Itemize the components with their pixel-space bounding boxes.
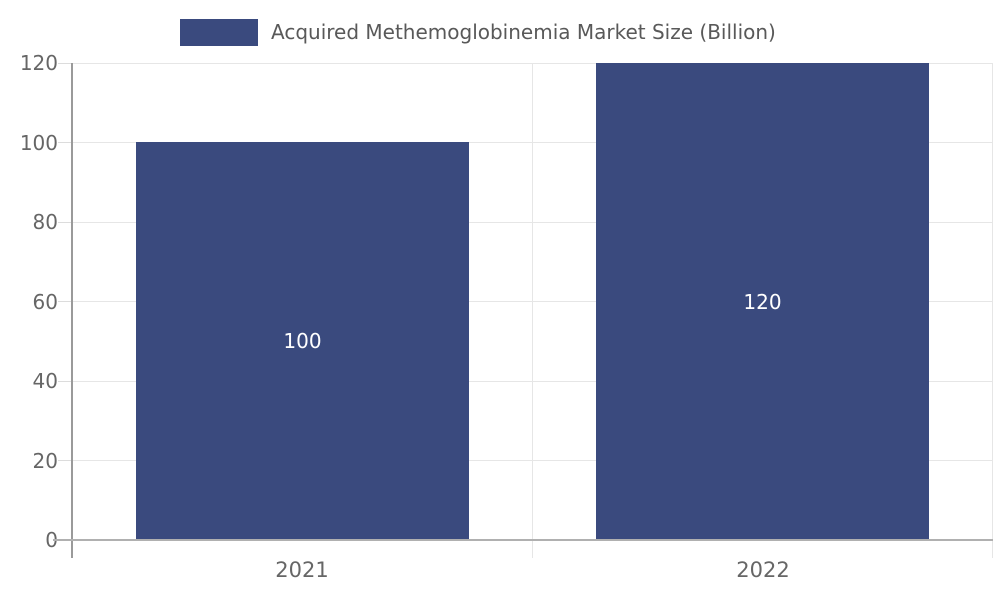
x-tick-label: 2021 — [275, 558, 329, 582]
bar-value-label: 120 — [743, 289, 782, 314]
legend-swatch — [180, 19, 258, 46]
x-tick-label: 2022 — [736, 558, 790, 582]
y-tick-label: 20 — [32, 448, 58, 473]
y-axis-tickmark — [58, 301, 72, 302]
y-axis-spine — [71, 63, 73, 558]
y-axis-tickmark — [58, 62, 72, 64]
y-tick-label: 80 — [32, 210, 58, 234]
y-tick-label: 100 — [19, 130, 58, 155]
bar: 120 — [596, 63, 929, 540]
legend: Acquired Methemoglobinemia Market Size (… — [180, 19, 776, 46]
plot-area: 100 120 — [72, 62, 993, 558]
legend-label: Acquired Methemoglobinemia Market Size (… — [271, 20, 776, 44]
bar: 100 — [136, 142, 469, 540]
y-tick-label: 60 — [32, 289, 58, 314]
y-tick-label: 40 — [32, 369, 58, 393]
y-tick-label: 0 — [45, 528, 58, 552]
y-tick-label: 120 — [19, 51, 58, 75]
y-axis-tickmark — [58, 380, 72, 382]
gridline-vertical — [992, 63, 993, 558]
y-axis-tickmark — [58, 460, 72, 461]
y-axis-tickmark — [58, 142, 72, 143]
x-axis-line — [53, 539, 993, 541]
y-axis-tickmark — [58, 221, 72, 223]
bar-value-label: 100 — [283, 329, 322, 353]
gridline-vertical — [532, 63, 533, 558]
